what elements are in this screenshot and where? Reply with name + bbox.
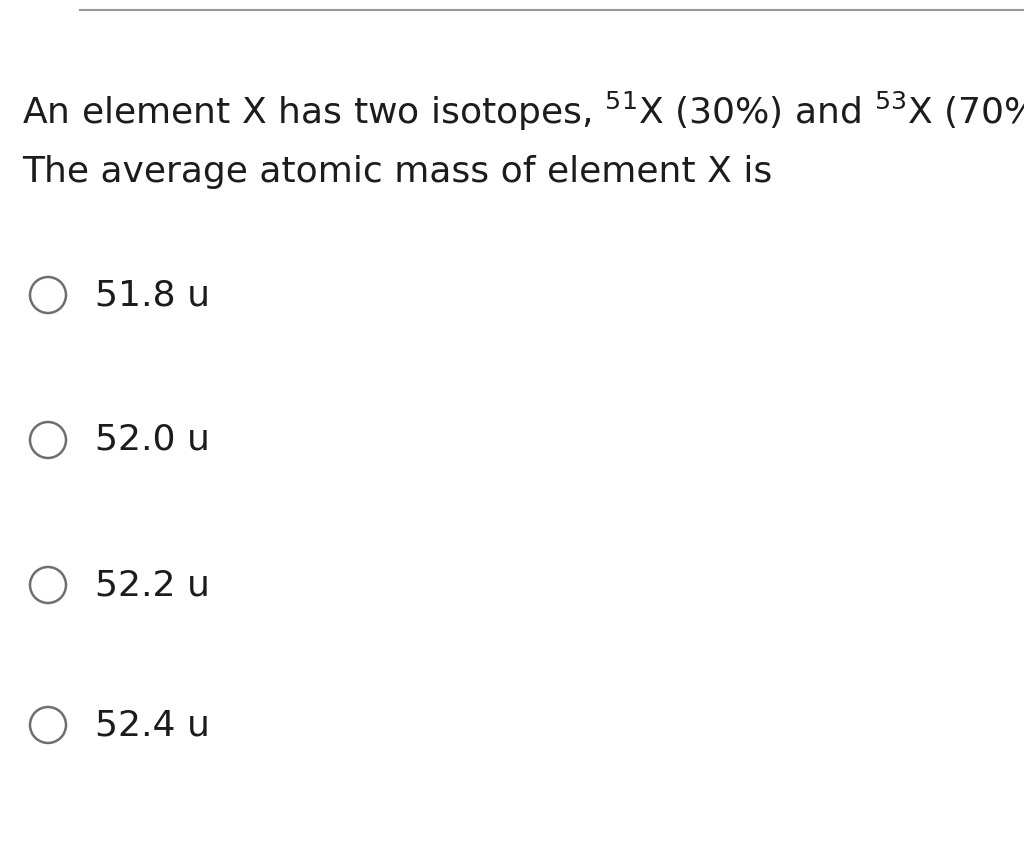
Text: An element X has two isotopes, $^{51}$X (30%) and $^{53}$X (70%).: An element X has two isotopes, $^{51}$X … (22, 90, 1024, 133)
Text: 52.4 u: 52.4 u (95, 708, 210, 742)
Text: The average atomic mass of element X is: The average atomic mass of element X is (22, 155, 772, 189)
Text: 52.2 u: 52.2 u (95, 568, 210, 602)
Text: 52.0 u: 52.0 u (95, 423, 210, 457)
Text: 51.8 u: 51.8 u (95, 278, 210, 312)
